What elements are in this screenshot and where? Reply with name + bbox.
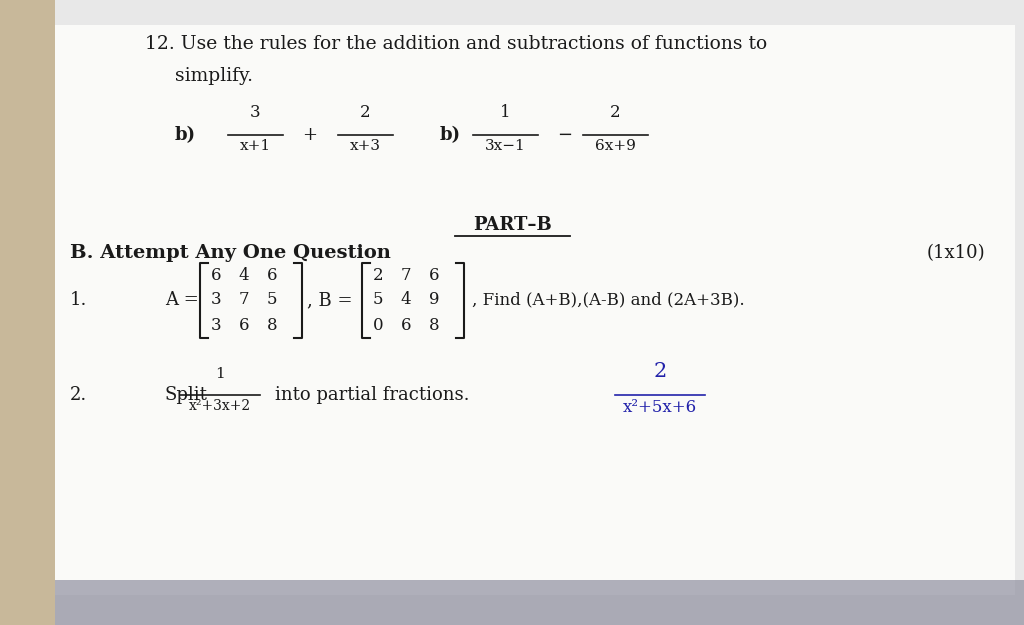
Text: 3: 3 <box>211 316 221 334</box>
Text: 6: 6 <box>266 266 278 284</box>
Text: 2: 2 <box>653 362 667 381</box>
Text: 1: 1 <box>215 367 225 381</box>
Text: 4: 4 <box>400 291 412 309</box>
Text: −: − <box>557 126 572 144</box>
Text: 2.: 2. <box>70 386 87 404</box>
Text: 6: 6 <box>211 266 221 284</box>
Text: 5: 5 <box>266 291 278 309</box>
Text: 1: 1 <box>500 104 510 121</box>
Text: 7: 7 <box>239 291 249 309</box>
Text: 0: 0 <box>373 316 383 334</box>
Text: 1.: 1. <box>70 291 87 309</box>
Text: 2: 2 <box>359 104 371 121</box>
Text: 9: 9 <box>429 291 439 309</box>
Text: 12. Use the rules for the addition and subtractions of functions to: 12. Use the rules for the addition and s… <box>145 35 767 53</box>
Text: 2: 2 <box>373 266 383 284</box>
Text: 3x−1: 3x−1 <box>484 139 525 153</box>
Text: 8: 8 <box>429 316 439 334</box>
Text: x+3: x+3 <box>349 139 381 153</box>
Text: b): b) <box>175 126 197 144</box>
Text: 3: 3 <box>250 104 260 121</box>
Text: into partial fractions.: into partial fractions. <box>275 386 469 404</box>
Text: 6: 6 <box>239 316 249 334</box>
Text: b): b) <box>440 126 461 144</box>
Bar <box>0 0 55 625</box>
Text: simplify.: simplify. <box>175 67 253 85</box>
Text: 7: 7 <box>400 266 412 284</box>
Text: 4: 4 <box>239 266 249 284</box>
Text: 6: 6 <box>400 316 412 334</box>
Bar <box>55 580 1024 625</box>
Text: PART–B: PART–B <box>473 216 551 234</box>
Text: 5: 5 <box>373 291 383 309</box>
Text: 3: 3 <box>211 291 221 309</box>
Text: x²+5x+6: x²+5x+6 <box>623 399 697 416</box>
Text: 6x+9: 6x+9 <box>595 139 636 153</box>
Text: 2: 2 <box>609 104 621 121</box>
Text: , Find (A+B),(A-B) and (2A+3B).: , Find (A+B),(A-B) and (2A+3B). <box>472 291 744 309</box>
Text: x²+3x+2: x²+3x+2 <box>189 399 251 413</box>
Text: , B =: , B = <box>307 291 352 309</box>
Text: +: + <box>302 126 317 144</box>
Text: Split: Split <box>165 386 208 404</box>
Text: x+1: x+1 <box>240 139 270 153</box>
Text: B. Attempt Any One Question: B. Attempt Any One Question <box>70 244 391 262</box>
Text: 8: 8 <box>266 316 278 334</box>
Text: A =: A = <box>165 291 199 309</box>
Text: (1x10): (1x10) <box>927 244 985 262</box>
Text: 6: 6 <box>429 266 439 284</box>
